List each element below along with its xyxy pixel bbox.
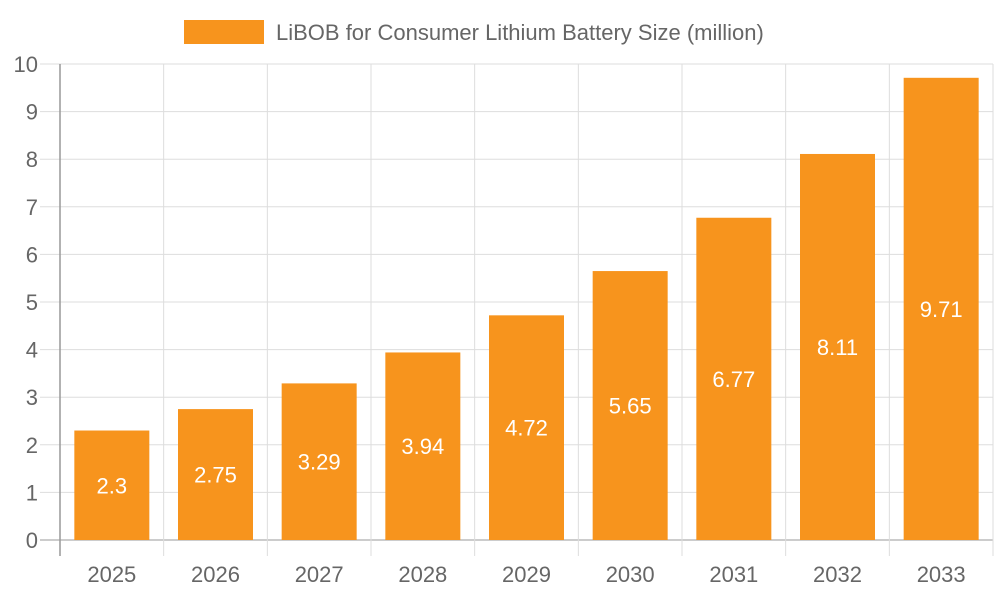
legend-label: LiBOB for Consumer Lithium Battery Size …	[276, 20, 764, 45]
data-label: 9.71	[920, 297, 963, 322]
bar	[281, 383, 357, 540]
y-tick-label: 6	[26, 242, 38, 267]
data-label: 3.94	[401, 434, 444, 459]
x-tick-label: 2029	[502, 562, 551, 587]
bar	[800, 153, 875, 541]
bar	[74, 430, 150, 540]
x-tick-label: 2025	[87, 562, 136, 587]
data-label: 3.29	[298, 450, 341, 475]
data-label: 5.65	[609, 394, 652, 419]
y-tick-label: 9	[26, 100, 38, 125]
legend-swatch	[184, 20, 264, 44]
y-tick-label: 2	[26, 433, 38, 458]
x-tick-label: 2031	[709, 562, 758, 587]
x-tick-label: 2026	[191, 562, 240, 587]
bars: 2.3 2.75 3.29 3.94 4.72 5.65 6.77 8.11 9.71	[74, 77, 979, 541]
x-tick-label: 2032	[813, 562, 862, 587]
x-tick-label: 2027	[295, 562, 344, 587]
legend[interactable]: LiBOB for Consumer Lithium Battery Size …	[184, 20, 764, 45]
x-tick-label: 2033	[917, 562, 966, 587]
bar	[489, 315, 564, 540]
bar	[696, 217, 772, 541]
bar	[903, 77, 979, 540]
bar	[178, 409, 253, 540]
data-label: 6.77	[712, 367, 755, 392]
x-tick-label: 2028	[398, 562, 447, 587]
data-label: 4.72	[505, 416, 548, 441]
y-tick-label: 1	[26, 480, 38, 505]
data-label: 2.75	[194, 463, 237, 488]
bar	[385, 352, 461, 540]
y-tick-label: 8	[26, 147, 38, 172]
bar	[592, 271, 668, 540]
y-tick-label: 5	[26, 290, 38, 315]
y-tick-label: 3	[26, 385, 38, 410]
y-tick-label: 0	[26, 528, 38, 553]
data-label: 8.11	[817, 335, 858, 360]
data-label: 2.3	[97, 473, 128, 498]
y-tick-label: 4	[26, 338, 38, 363]
axes: 0 1 2 3 4 5 6 7 8 9 10 2025 2026 2027 2028 2029 2030 2031…	[14, 52, 966, 587]
y-tick-label: 10	[14, 52, 38, 77]
y-tick-label: 7	[26, 195, 38, 220]
x-tick-label: 2030	[606, 562, 655, 587]
